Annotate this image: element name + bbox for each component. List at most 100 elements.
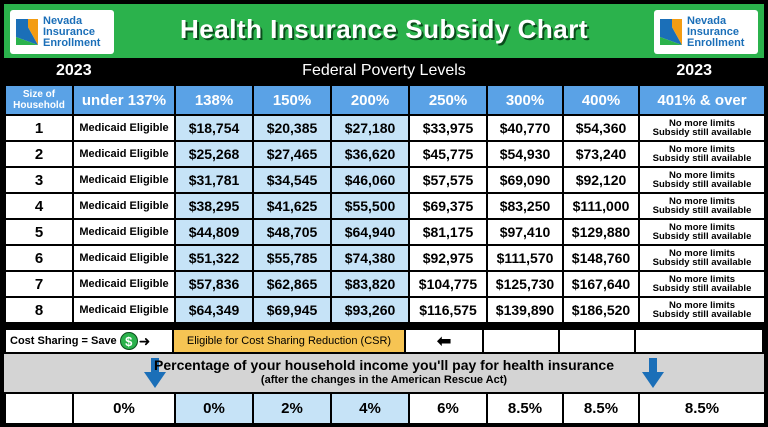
no-limits-cell: No more limits Subsidy still available: [638, 114, 766, 142]
income-cell: $54,360: [562, 114, 640, 142]
limits-line-2: Subsidy still available: [652, 309, 752, 320]
income-cell: $83,250: [486, 192, 564, 220]
table-row: 3 Medicaid Eligible $31,781 $34,545 $46,060 $…: [4, 166, 766, 194]
percentage-value: 8.5%: [638, 392, 766, 425]
income-cell: $48,705: [252, 218, 332, 246]
year-right: 2023: [676, 62, 712, 79]
income-cell: $18,754: [174, 114, 254, 142]
logo-line-2: Insurance: [687, 25, 739, 38]
dollar-icon: $: [119, 332, 138, 350]
percentage-value: 0%: [72, 392, 176, 425]
cost-sharing-row: Cost Sharing = Save $ ➜ Eligible for Cos…: [4, 328, 764, 354]
table-row: 7 Medicaid Eligible $57,836 $62,865 $83,820 $…: [4, 270, 766, 298]
page-title: Health Insurance Subsidy Chart: [180, 14, 588, 44]
income-cell: $64,349: [174, 296, 254, 324]
limits-line-1: No more limits: [669, 144, 735, 155]
income-cell: $104,775: [408, 270, 488, 298]
income-cell: $40,770: [486, 114, 564, 142]
income-cell: $148,760: [562, 244, 640, 272]
limits-line-2: Subsidy still available: [652, 179, 752, 190]
household-size: 1: [4, 114, 74, 142]
income-cell: $186,520: [562, 296, 640, 324]
percentage-value: 8.5%: [562, 392, 640, 425]
table-row: 1 Medicaid Eligible $18,754 $20,385 $27,180 $…: [4, 114, 766, 142]
arrow-right-icon: ➜: [138, 332, 151, 349]
income-cell: $33,975: [408, 114, 488, 142]
no-limits-cell: No more limits Subsidy still available: [638, 218, 766, 246]
household-size: 2: [4, 140, 74, 168]
nevada-state-icon: [660, 19, 682, 45]
income-cell: $81,175: [408, 218, 488, 246]
income-cell: $69,090: [486, 166, 564, 194]
percentage-value: 4%: [330, 392, 410, 425]
income-cell: $167,640: [562, 270, 640, 298]
table-row: 2 Medicaid Eligible $25,268 $27,465 $36,620 $…: [4, 140, 766, 168]
household-size: 4: [4, 192, 74, 220]
income-cell: $25,268: [174, 140, 254, 168]
income-cell: $125,730: [486, 270, 564, 298]
limits-line-2: Subsidy still available: [652, 153, 752, 164]
empty-cell: [558, 328, 636, 354]
down-arrow-icon: [144, 358, 166, 388]
medicaid-cell: Medicaid Eligible: [72, 244, 176, 272]
column-header: Size of Household: [4, 84, 74, 116]
column-header: 150%: [252, 84, 332, 116]
income-cell: $41,625: [252, 192, 332, 220]
logo-left: Nevada Insurance Enrollment: [10, 10, 114, 54]
down-arrow-icon: [642, 358, 664, 388]
table-row: 4 Medicaid Eligible $38,295 $41,625 $55,500 $…: [4, 192, 766, 220]
income-cell: $73,240: [562, 140, 640, 168]
income-cell: $62,865: [252, 270, 332, 298]
nevada-state-icon: [16, 19, 38, 45]
income-cell: $92,975: [408, 244, 488, 272]
income-cell: $46,060: [330, 166, 410, 194]
logo-right: Nevada Insurance Enrollment: [654, 10, 758, 54]
cost-sharing-label: Cost Sharing = Save $ ➜: [4, 328, 174, 354]
income-cell: $93,260: [330, 296, 410, 324]
logo-line-3: Enrollment: [687, 36, 745, 49]
income-cell: $44,809: [174, 218, 254, 246]
income-cell: $139,890: [486, 296, 564, 324]
income-cell: $129,880: [562, 218, 640, 246]
no-limits-cell: No more limits Subsidy still available: [638, 192, 766, 220]
table-row: 6 Medicaid Eligible $51,322 $55,785 $74,380 $…: [4, 244, 766, 272]
cost-sharing-text: Cost Sharing = Save: [10, 335, 117, 347]
arrow-left-icon: ⬅: [404, 328, 484, 354]
medicaid-cell: Medicaid Eligible: [72, 270, 176, 298]
column-header: 138%: [174, 84, 254, 116]
logo-line-1: Nevada: [43, 14, 83, 27]
column-header: under 137%: [72, 84, 176, 116]
income-cell: $27,465: [252, 140, 332, 168]
limits-line-1: No more limits: [669, 170, 735, 181]
income-cell: $54,930: [486, 140, 564, 168]
column-header: 401% & over: [638, 84, 766, 116]
income-cell: $111,000: [562, 192, 640, 220]
medicaid-cell: Medicaid Eligible: [72, 166, 176, 194]
column-header: 400%: [562, 84, 640, 116]
logo-line-2: Insurance: [43, 25, 95, 38]
empty-cell: [482, 328, 560, 354]
income-cell: $20,385: [252, 114, 332, 142]
no-limits-cell: No more limits Subsidy still available: [638, 270, 766, 298]
column-header: 200%: [330, 84, 410, 116]
percentage-title: Percentage of your household income you'…: [154, 357, 614, 373]
income-cell: $92,120: [562, 166, 640, 194]
column-header: 250%: [408, 84, 488, 116]
income-cell: $27,180: [330, 114, 410, 142]
income-cell: $74,380: [330, 244, 410, 272]
percentage-subtitle: (after the changes in the American Rescu…: [260, 374, 508, 386]
income-cell: $55,785: [252, 244, 332, 272]
limits-line-1: No more limits: [669, 300, 735, 311]
income-cell: $64,940: [330, 218, 410, 246]
household-size: 3: [4, 166, 74, 194]
table-row: 8 Medicaid Eligible $64,349 $69,945 $93,260 $…: [4, 296, 766, 324]
limits-line-1: No more limits: [669, 274, 735, 285]
medicaid-cell: Medicaid Eligible: [72, 192, 176, 220]
limits-line-1: No more limits: [669, 118, 735, 129]
income-cell: $38,295: [174, 192, 254, 220]
year-left: 2023: [56, 62, 92, 79]
household-size: 8: [4, 296, 74, 324]
column-header: 300%: [486, 84, 564, 116]
no-limits-cell: No more limits Subsidy still available: [638, 296, 766, 324]
